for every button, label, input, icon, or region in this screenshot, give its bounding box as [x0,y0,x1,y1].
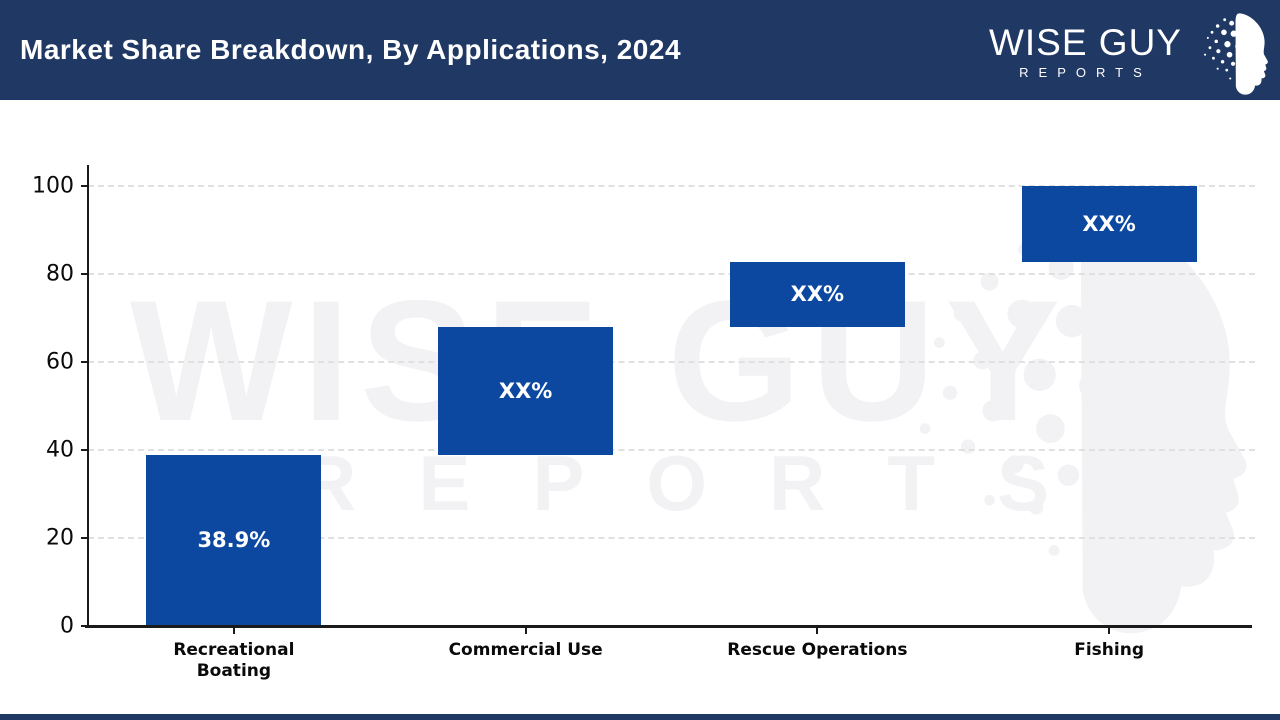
x-tick-mark [1108,626,1111,634]
x-axis-label-line: Commercial Use [448,640,603,660]
bar: XX% [729,262,905,327]
gridline [88,449,1255,451]
x-axis-line [85,625,1252,628]
gridline [88,273,1255,275]
y-tick-mark [81,625,88,627]
footer-accent-strip [0,714,1280,720]
y-tick-label: 60 [46,349,74,375]
y-tick-label: 40 [46,437,74,463]
x-axis-label-line: Fishing [1074,640,1144,660]
bar: XX% [438,326,614,455]
x-tick-mark [524,626,527,634]
brand-logo: WISE GUY REPORTS [989,6,1270,95]
x-axis-label-line: Rescue Operations [727,640,908,660]
bar-value-label: 38.9% [197,528,271,553]
brand-head-icon [1204,13,1268,95]
gridline [88,537,1255,539]
y-tick-label: 80 [46,261,74,287]
bar-value-label: XX% [1082,212,1136,237]
brand-subname: REPORTS [1019,65,1152,80]
y-tick-mark [81,449,88,451]
y-tick-label: 0 [60,613,74,639]
y-tick-label: 100 [32,173,74,199]
brand-logo-text: WISE GUY REPORTS [989,24,1182,80]
x-axis-label: Rescue Operations [687,640,947,661]
x-tick-mark [232,626,235,634]
page-title: Market Share Breakdown, By Applications,… [20,34,682,65]
watermark-text-line2: REPORTS [300,439,1112,527]
gridline [88,361,1255,363]
gridline [88,185,1255,187]
bar-value-label: XX% [498,378,553,403]
x-axis-label: Fishing [979,640,1239,661]
brand-name: WISE GUY [988,22,1182,63]
bar: XX% [1021,186,1197,263]
x-axis-label: Commercial Use [396,640,656,661]
y-tick-label: 20 [46,525,74,551]
bar-value-label: XX% [790,282,845,307]
x-tick-mark [816,626,819,634]
x-axis-label-line: Recreational [173,640,295,660]
bar: 38.9% [146,454,322,626]
y-tick-mark [81,273,88,275]
x-axis-label: Recreational Boating [104,640,364,683]
x-axis-label-line: Boating [196,661,272,682]
y-tick-mark [81,185,88,187]
y-tick-mark [81,361,88,363]
y-tick-mark [81,537,88,539]
header-bar: Market Share Breakdown, By Applications,… [0,0,1280,100]
y-axis-spine [87,165,89,626]
